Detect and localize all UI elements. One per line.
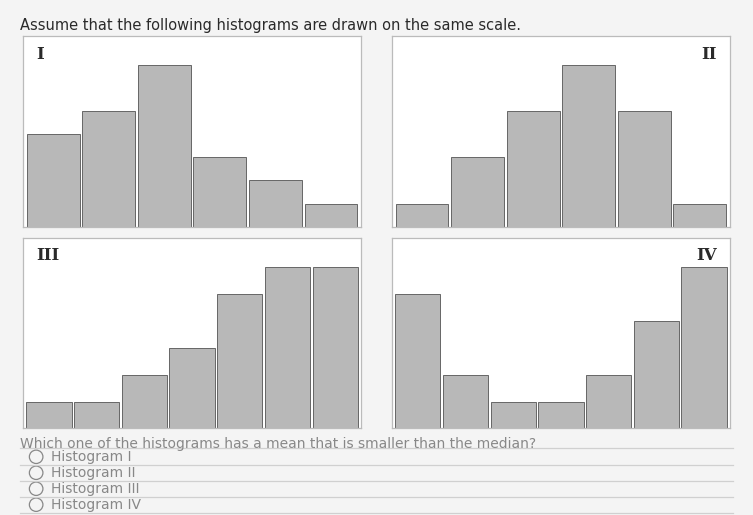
- Bar: [673, 203, 726, 227]
- Text: IV: IV: [697, 248, 717, 265]
- Text: Histogram III: Histogram III: [51, 482, 140, 496]
- Bar: [122, 374, 167, 428]
- Text: Histogram I: Histogram I: [51, 450, 132, 464]
- Bar: [82, 111, 135, 227]
- Bar: [169, 348, 215, 428]
- Text: Histogram IV: Histogram IV: [51, 497, 142, 512]
- Bar: [396, 203, 449, 227]
- Bar: [26, 402, 72, 428]
- Text: Which one of the histograms has a mean that is smaller than the median?: Which one of the histograms has a mean t…: [20, 437, 536, 451]
- Bar: [634, 321, 679, 428]
- Bar: [194, 158, 246, 227]
- Bar: [443, 374, 488, 428]
- Bar: [27, 134, 80, 227]
- Bar: [586, 374, 631, 428]
- Bar: [138, 65, 191, 227]
- Bar: [304, 203, 357, 227]
- Bar: [681, 267, 727, 428]
- Bar: [265, 267, 310, 428]
- Bar: [618, 111, 671, 227]
- Bar: [507, 111, 559, 227]
- Bar: [395, 294, 441, 428]
- Bar: [538, 402, 584, 428]
- Bar: [217, 294, 262, 428]
- Text: I: I: [36, 46, 44, 63]
- Bar: [312, 267, 358, 428]
- Text: III: III: [36, 248, 59, 265]
- Bar: [451, 158, 504, 227]
- Bar: [249, 180, 302, 227]
- Bar: [491, 402, 536, 428]
- Text: II: II: [701, 46, 717, 63]
- Bar: [562, 65, 615, 227]
- Text: Assume that the following histograms are drawn on the same scale.: Assume that the following histograms are…: [20, 18, 521, 33]
- Text: Histogram II: Histogram II: [51, 466, 136, 480]
- Bar: [74, 402, 119, 428]
